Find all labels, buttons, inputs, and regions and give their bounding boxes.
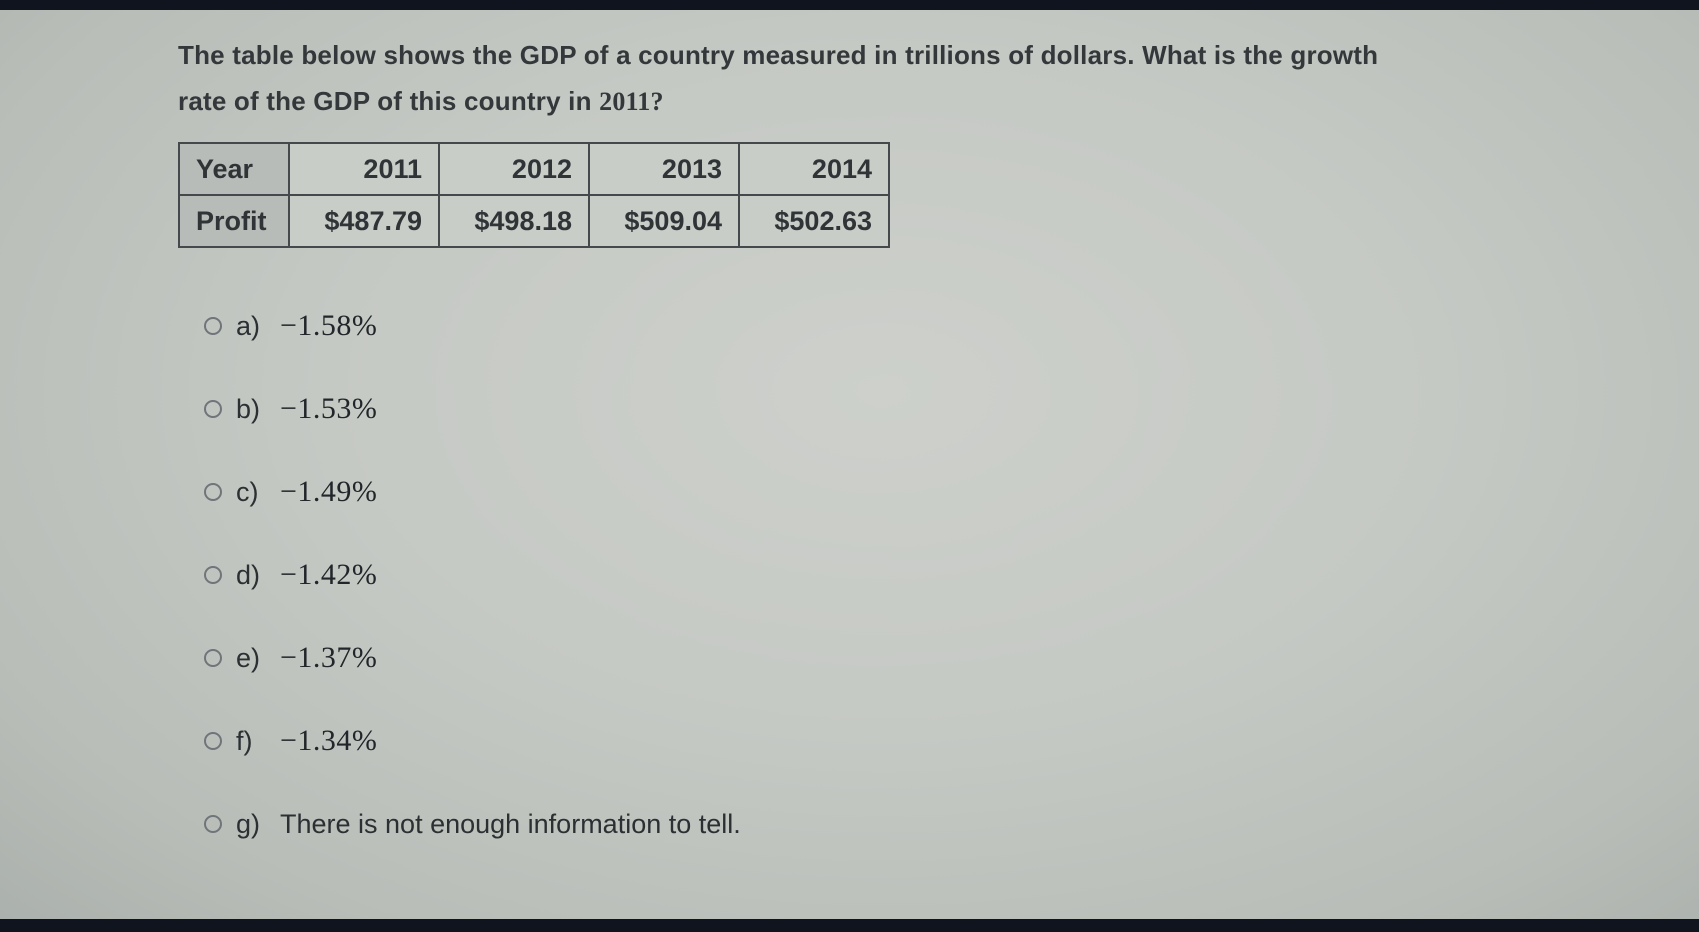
option-d[interactable]: d) −1.42% xyxy=(204,555,1699,595)
answer-options: a) −1.58% b) −1.53% c) −1.49% d) −1.42% … xyxy=(204,306,1699,844)
option-value: −1.37% xyxy=(280,641,378,674)
option-letter: b) xyxy=(236,393,261,424)
table-profit-cell: $487.79 xyxy=(288,194,440,248)
table-year-cell: 2011 xyxy=(288,142,440,196)
table-year-cell: 2012 xyxy=(438,142,590,196)
option-letter: c) xyxy=(236,476,259,507)
option-e[interactable]: e) −1.37% xyxy=(204,638,1699,678)
option-value: −1.58% xyxy=(280,309,378,342)
top-letterbox-bar xyxy=(0,0,1699,10)
radio-button-icon[interactable] xyxy=(204,317,222,335)
option-value: −1.42% xyxy=(280,558,378,591)
question-main-text: The table below shows the GDP of a count… xyxy=(178,40,1379,116)
option-value: −1.49% xyxy=(280,475,378,508)
option-value: −1.34% xyxy=(280,724,378,757)
table-year-header: Year xyxy=(178,142,290,196)
option-letter: a) xyxy=(236,310,261,341)
quiz-content: The table below shows the GDP of a count… xyxy=(178,10,1699,887)
table-profit-row: Profit $487.79 $498.18 $509.04 $502.63 xyxy=(178,194,890,248)
option-value: There is not enough information to tell. xyxy=(280,808,741,839)
option-c[interactable]: c) −1.49% xyxy=(204,472,1699,512)
bottom-letterbox-bar xyxy=(0,919,1699,932)
option-g[interactable]: g) There is not enough information to te… xyxy=(204,804,1699,844)
table-year-cell: 2014 xyxy=(738,142,890,196)
option-f[interactable]: f) −1.34% xyxy=(204,721,1699,761)
radio-button-icon[interactable] xyxy=(204,400,222,418)
table-profit-cell: $502.63 xyxy=(738,194,890,248)
radio-button-icon[interactable] xyxy=(204,815,222,833)
table-year-cell: 2013 xyxy=(588,142,740,196)
table-header-row: Year 2011 2012 2013 2014 xyxy=(178,142,890,196)
option-letter: g) xyxy=(236,808,261,839)
radio-button-icon[interactable] xyxy=(204,566,222,584)
gdp-table: Year 2011 2012 2013 2014 Profit $487.79 … xyxy=(178,142,890,248)
option-letter: d) xyxy=(236,559,261,590)
option-letter: f) xyxy=(236,725,253,756)
table-profit-header: Profit xyxy=(178,194,290,248)
radio-button-icon[interactable] xyxy=(204,732,222,750)
option-letter: e) xyxy=(236,642,261,673)
table-profit-cell: $498.18 xyxy=(438,194,590,248)
option-a[interactable]: a) −1.58% xyxy=(204,306,1699,346)
question-year-text: 2011? xyxy=(599,87,664,116)
radio-button-icon[interactable] xyxy=(204,649,222,667)
radio-button-icon[interactable] xyxy=(204,483,222,501)
question-text: The table below shows the GDP of a count… xyxy=(178,32,1423,125)
option-value: −1.53% xyxy=(280,392,378,425)
option-b[interactable]: b) −1.53% xyxy=(204,389,1699,429)
table-profit-cell: $509.04 xyxy=(588,194,740,248)
